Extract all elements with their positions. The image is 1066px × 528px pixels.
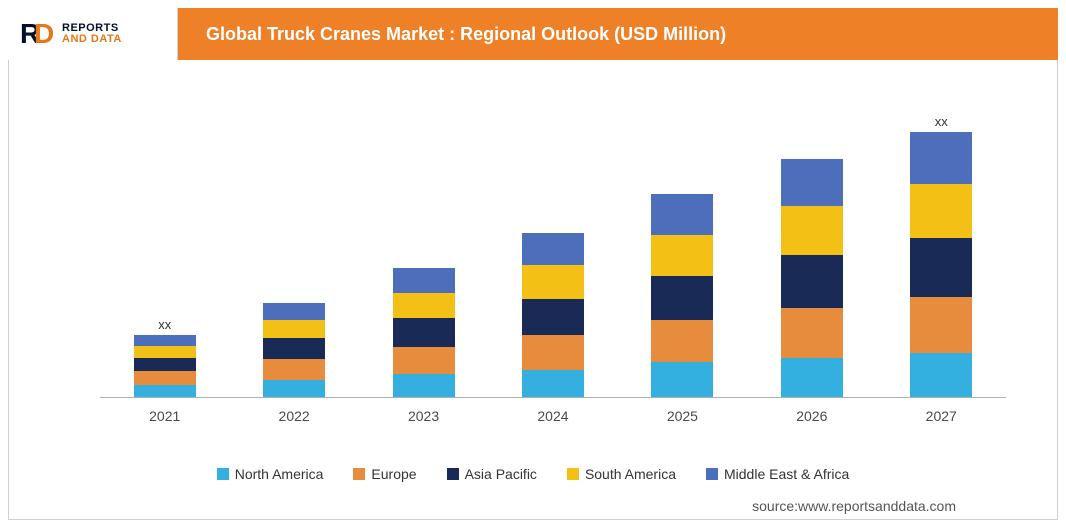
segment-north-america: [522, 370, 584, 397]
x-label: 2026: [781, 408, 843, 424]
segment-asia-pacific: [134, 358, 196, 372]
legend-swatch-icon: [217, 468, 229, 480]
segment-europe: [263, 359, 325, 380]
bar-2024: [522, 233, 584, 397]
legend-label: Europe: [371, 466, 416, 482]
segment-south-america: [651, 235, 713, 276]
segment-north-america: [263, 380, 325, 397]
legend-item: Europe: [353, 466, 416, 482]
bar-2025: [651, 194, 713, 397]
bar-2022: [263, 303, 325, 397]
bar-2023: [393, 268, 455, 397]
source-text: source:www.reportsanddata.com: [752, 498, 956, 514]
x-label: 2022: [263, 408, 325, 424]
segment-south-america: [134, 346, 196, 358]
bar-annotation: xx: [134, 317, 196, 332]
legend-swatch-icon: [447, 468, 459, 480]
segment-south-america: [263, 320, 325, 338]
legend-item: South America: [567, 466, 676, 482]
legend-swatch-icon: [353, 468, 365, 480]
segment-asia-pacific: [651, 276, 713, 320]
segment-middle-east-africa: [781, 159, 843, 206]
segment-asia-pacific: [263, 338, 325, 359]
legend-label: Middle East & Africa: [724, 466, 849, 482]
x-label: 2027: [910, 408, 972, 424]
segment-middle-east-africa: [910, 132, 972, 183]
segment-north-america: [134, 385, 196, 397]
legend-label: North America: [235, 466, 324, 482]
segment-south-america: [522, 265, 584, 298]
x-label: 2025: [651, 408, 713, 424]
segment-europe: [134, 371, 196, 385]
segment-middle-east-africa: [393, 268, 455, 292]
plot: xxxx 2021202220232024202520262027: [100, 80, 1006, 398]
segment-europe: [522, 335, 584, 370]
legend-item: North America: [217, 466, 324, 482]
bar-annotation: xx: [910, 114, 972, 129]
segment-north-america: [393, 374, 455, 397]
legend-label: Asia Pacific: [465, 466, 537, 482]
segment-north-america: [651, 362, 713, 397]
bar-2026: [781, 159, 843, 397]
logo-line2: AND DATA: [62, 34, 122, 45]
segment-south-america: [781, 206, 843, 254]
segment-north-america: [781, 358, 843, 397]
segment-europe: [910, 297, 972, 353]
header: RD REPORTS AND DATA Global Truck Cranes …: [8, 8, 1058, 60]
x-label: 2021: [134, 408, 196, 424]
bar-2027: xx: [910, 132, 972, 397]
x-label: 2023: [393, 408, 455, 424]
bar-2021: xx: [134, 335, 196, 397]
segment-europe: [393, 347, 455, 374]
logo-icon: RD: [20, 20, 54, 48]
segment-middle-east-africa: [522, 233, 584, 265]
chart-area: xx xx 2021 2022 2023 2024 2025 2026 2027: [40, 70, 1026, 438]
legend: North America Europe Asia Pacific South Ame…: [0, 466, 1066, 482]
segment-asia-pacific: [910, 238, 972, 297]
segment-middle-east-africa: [134, 335, 196, 346]
segment-europe: [781, 308, 843, 358]
x-axis-labels: 2021 2022 2023 2024 2025 2026 2027: [100, 408, 1006, 424]
segment-asia-pacific: [393, 318, 455, 347]
segment-asia-pacific: [781, 255, 843, 308]
segment-middle-east-africa: [651, 194, 713, 235]
segment-europe: [651, 320, 713, 362]
segment-asia-pacific: [522, 299, 584, 335]
segment-south-america: [393, 293, 455, 319]
x-label: 2024: [522, 408, 584, 424]
bars-row: xx xx: [100, 80, 1006, 398]
segment-south-america: [910, 184, 972, 239]
logo: RD REPORTS AND DATA: [8, 8, 178, 60]
segment-middle-east-africa: [263, 303, 325, 320]
legend-swatch-icon: [706, 468, 718, 480]
legend-swatch-icon: [567, 468, 579, 480]
chart-title: Global Truck Cranes Market : Regional Ou…: [178, 8, 1058, 60]
legend-item: Middle East & Africa: [706, 466, 849, 482]
legend-item: Asia Pacific: [447, 466, 537, 482]
segment-north-america: [910, 353, 972, 397]
legend-label: South America: [585, 466, 676, 482]
